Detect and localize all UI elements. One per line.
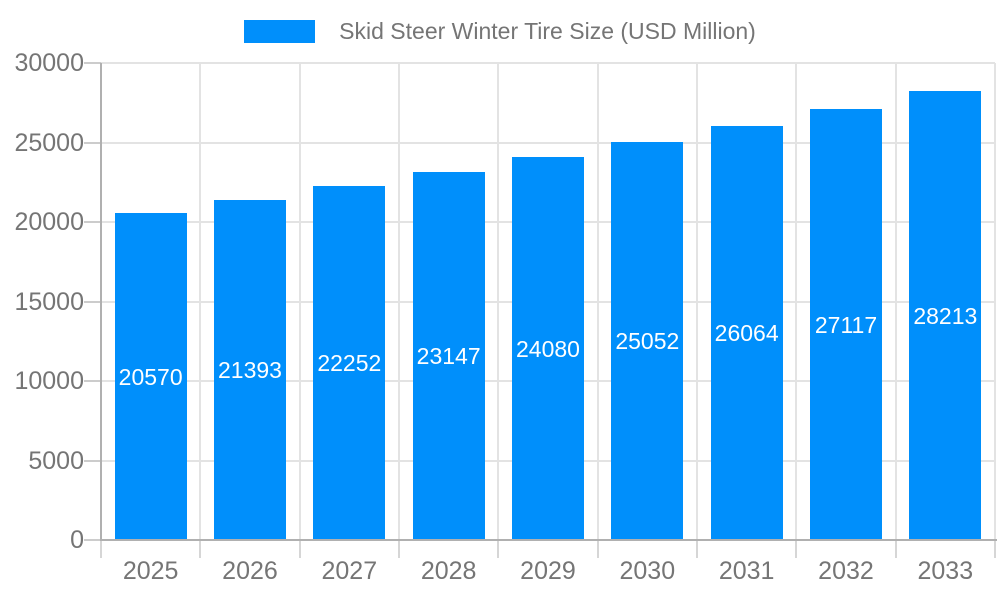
y-axis-tick-label: 5000 xyxy=(28,446,84,475)
bar-value-label: 23147 xyxy=(416,343,481,369)
bar-2030[interactable] xyxy=(611,142,684,540)
legend-series-label: Skid Steer Winter Tire Size (USD Million… xyxy=(339,17,756,44)
x-axis-tick-label: 2029 xyxy=(520,557,576,585)
bar-2028[interactable] xyxy=(412,172,485,540)
x-gridline xyxy=(696,63,698,540)
y-gridline xyxy=(101,141,995,144)
bar-value-label: 24080 xyxy=(516,335,580,362)
bar-value-label: 26064 xyxy=(714,320,779,346)
y-axis-tick xyxy=(84,300,101,303)
bar-value-label: 21393 xyxy=(218,357,282,383)
bar-value-label: 27117 xyxy=(814,311,878,338)
x-axis-tick xyxy=(398,540,400,558)
legend-swatch xyxy=(244,19,316,43)
y-axis-tick xyxy=(84,62,101,64)
x-gridline xyxy=(795,63,798,540)
x-gridline xyxy=(994,63,996,540)
x-gridline xyxy=(298,63,301,540)
bar-value-label: 22252 xyxy=(317,350,382,376)
x-axis-tick xyxy=(696,540,698,558)
x-axis-tick-label: 2032 xyxy=(818,557,874,585)
x-axis-tick-label: 2026 xyxy=(222,557,278,585)
y-axis-tick xyxy=(84,221,101,223)
x-axis-tick xyxy=(100,540,102,558)
y-axis-tick-label: 20000 xyxy=(14,208,84,236)
bar-2025[interactable] xyxy=(114,213,187,540)
x-gridline xyxy=(894,63,897,540)
x-axis-tick-label: 2031 xyxy=(718,557,775,585)
bar-2027[interactable] xyxy=(313,186,386,540)
x-gridline xyxy=(398,63,400,540)
y-gridline xyxy=(101,62,995,64)
x-axis-tick xyxy=(795,540,798,558)
y-axis-tick-label: 15000 xyxy=(14,287,84,316)
bar-2032[interactable] xyxy=(810,109,882,540)
x-axis-tick xyxy=(298,540,301,558)
x-axis-tick-label: 2027 xyxy=(321,557,378,585)
x-axis-tick xyxy=(497,540,500,558)
x-gridline xyxy=(596,63,599,540)
y-axis-tick-label: 0 xyxy=(70,526,84,554)
x-axis-line xyxy=(100,539,997,541)
y-axis-tick-label: 10000 xyxy=(14,367,84,395)
y-axis-tick xyxy=(84,539,101,541)
y-axis-tick xyxy=(84,459,101,462)
x-gridline xyxy=(199,63,202,540)
x-gridline xyxy=(497,63,500,540)
legend[interactable]: Skid Steer Winter Tire Size (USD Million… xyxy=(0,16,1000,46)
bar-value-label: 25052 xyxy=(615,328,680,354)
x-axis-tick xyxy=(199,540,202,558)
y-axis-tick xyxy=(84,380,101,382)
x-axis-tick xyxy=(596,540,599,558)
bar-value-label: 20570 xyxy=(118,363,183,390)
x-axis-tick-label: 2033 xyxy=(917,557,974,585)
bar-2029[interactable] xyxy=(512,157,584,540)
x-axis-tick-label: 2030 xyxy=(619,557,676,585)
bar-2026[interactable] xyxy=(214,200,286,540)
bar-2033[interactable] xyxy=(909,91,982,540)
x-axis-tick-label: 2028 xyxy=(420,557,477,585)
x-axis-tick xyxy=(994,540,996,558)
bar-2031[interactable] xyxy=(710,126,783,540)
y-axis-tick-label: 25000 xyxy=(14,128,84,157)
x-axis-tick xyxy=(894,540,897,558)
y-axis-tick-label: 30000 xyxy=(14,49,84,77)
y-axis-tick xyxy=(84,141,101,144)
x-axis-tick-label: 2025 xyxy=(122,557,179,585)
y-axis-line xyxy=(100,63,102,540)
bar-value-label: 28213 xyxy=(913,302,978,329)
